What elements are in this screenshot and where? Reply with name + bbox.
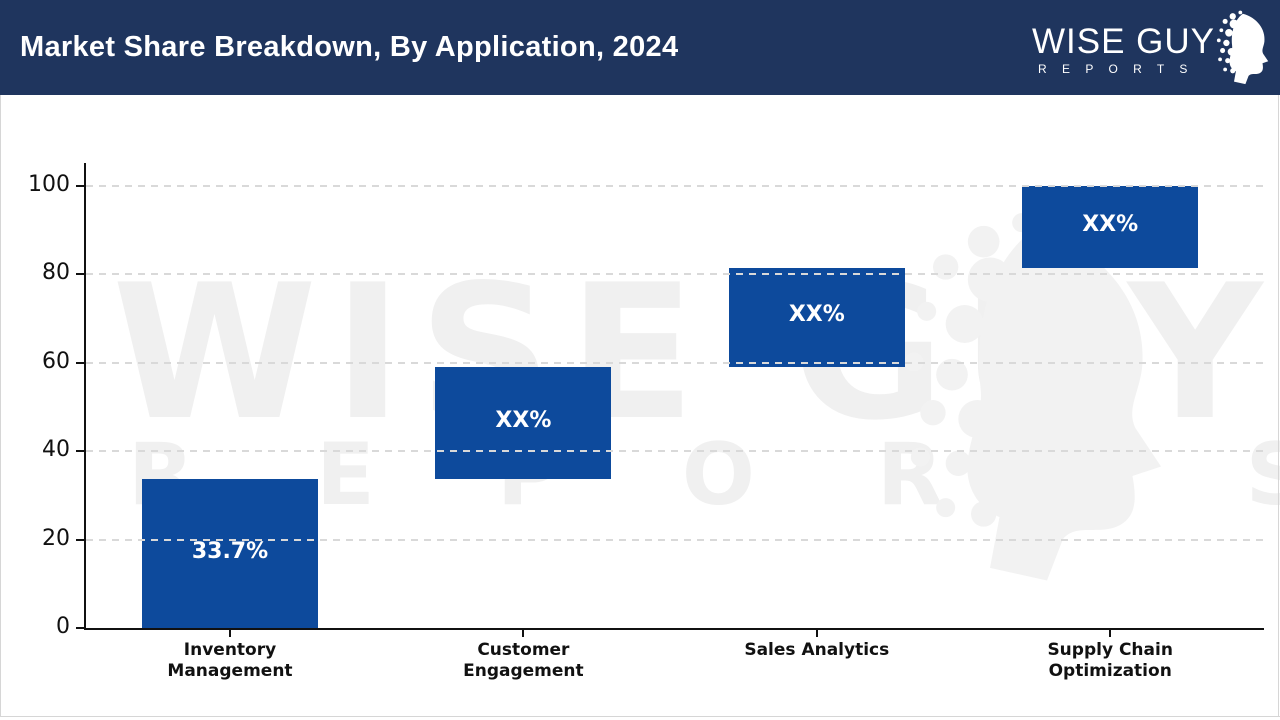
bar-value-label: XX% xyxy=(788,302,845,328)
bar-segment xyxy=(728,268,905,367)
brand-name: WISE GUY xyxy=(1032,22,1216,61)
page-border-left xyxy=(0,95,1,717)
page-title: Market Share Breakdown, By Application, … xyxy=(20,31,679,63)
gridline xyxy=(86,185,1268,187)
y-axis-tick xyxy=(76,361,85,364)
page-border-bottom xyxy=(0,716,1280,717)
y-axis-tick-label: 0 xyxy=(56,614,70,639)
y-axis-tick xyxy=(76,450,85,453)
brand-logo: WISE GUY R E P O R T S xyxy=(1008,8,1270,88)
y-axis-tick-label: 60 xyxy=(42,348,70,374)
x-axis-category-label: Inventory Management xyxy=(167,640,293,681)
bar-value-label: XX% xyxy=(1082,212,1139,238)
header-bar: Market Share Breakdown, By Application, … xyxy=(0,0,1280,95)
y-axis-tick xyxy=(76,185,85,187)
gridline xyxy=(86,450,1268,453)
y-axis-tick-label: 40 xyxy=(42,437,70,463)
gridline xyxy=(86,538,1268,541)
x-axis-tick xyxy=(1109,628,1112,637)
gridline xyxy=(86,361,1268,364)
gridline xyxy=(86,273,1268,276)
x-axis-line xyxy=(84,628,1264,630)
bar-value-label: XX% xyxy=(495,407,552,433)
y-axis-tick xyxy=(76,627,85,629)
page-border-right xyxy=(1278,95,1279,717)
x-axis-category-label: Supply Chain Optimization xyxy=(1047,640,1173,681)
y-axis-tick-label: 20 xyxy=(42,525,70,551)
x-axis-category-label: Customer Engagement xyxy=(463,640,584,681)
y-axis-tick xyxy=(76,273,85,276)
dotted-head-icon xyxy=(1216,10,1269,85)
y-axis-line xyxy=(84,163,86,630)
x-axis-tick xyxy=(815,628,818,637)
x-axis-tick xyxy=(522,628,525,637)
bar-segment xyxy=(435,366,612,480)
bar-segment xyxy=(1022,186,1199,269)
y-axis-tick-label: 80 xyxy=(42,260,70,286)
y-axis-tick xyxy=(76,538,85,541)
y-axis-tick-label: 100 xyxy=(28,172,70,197)
brand-subtitle: R E P O R T S xyxy=(1038,62,1194,76)
x-axis-category-label: Sales Analytics xyxy=(744,640,890,660)
bar-value-label: 33.7% xyxy=(191,538,269,564)
x-axis-tick xyxy=(229,628,231,637)
bar-segment xyxy=(142,479,318,628)
